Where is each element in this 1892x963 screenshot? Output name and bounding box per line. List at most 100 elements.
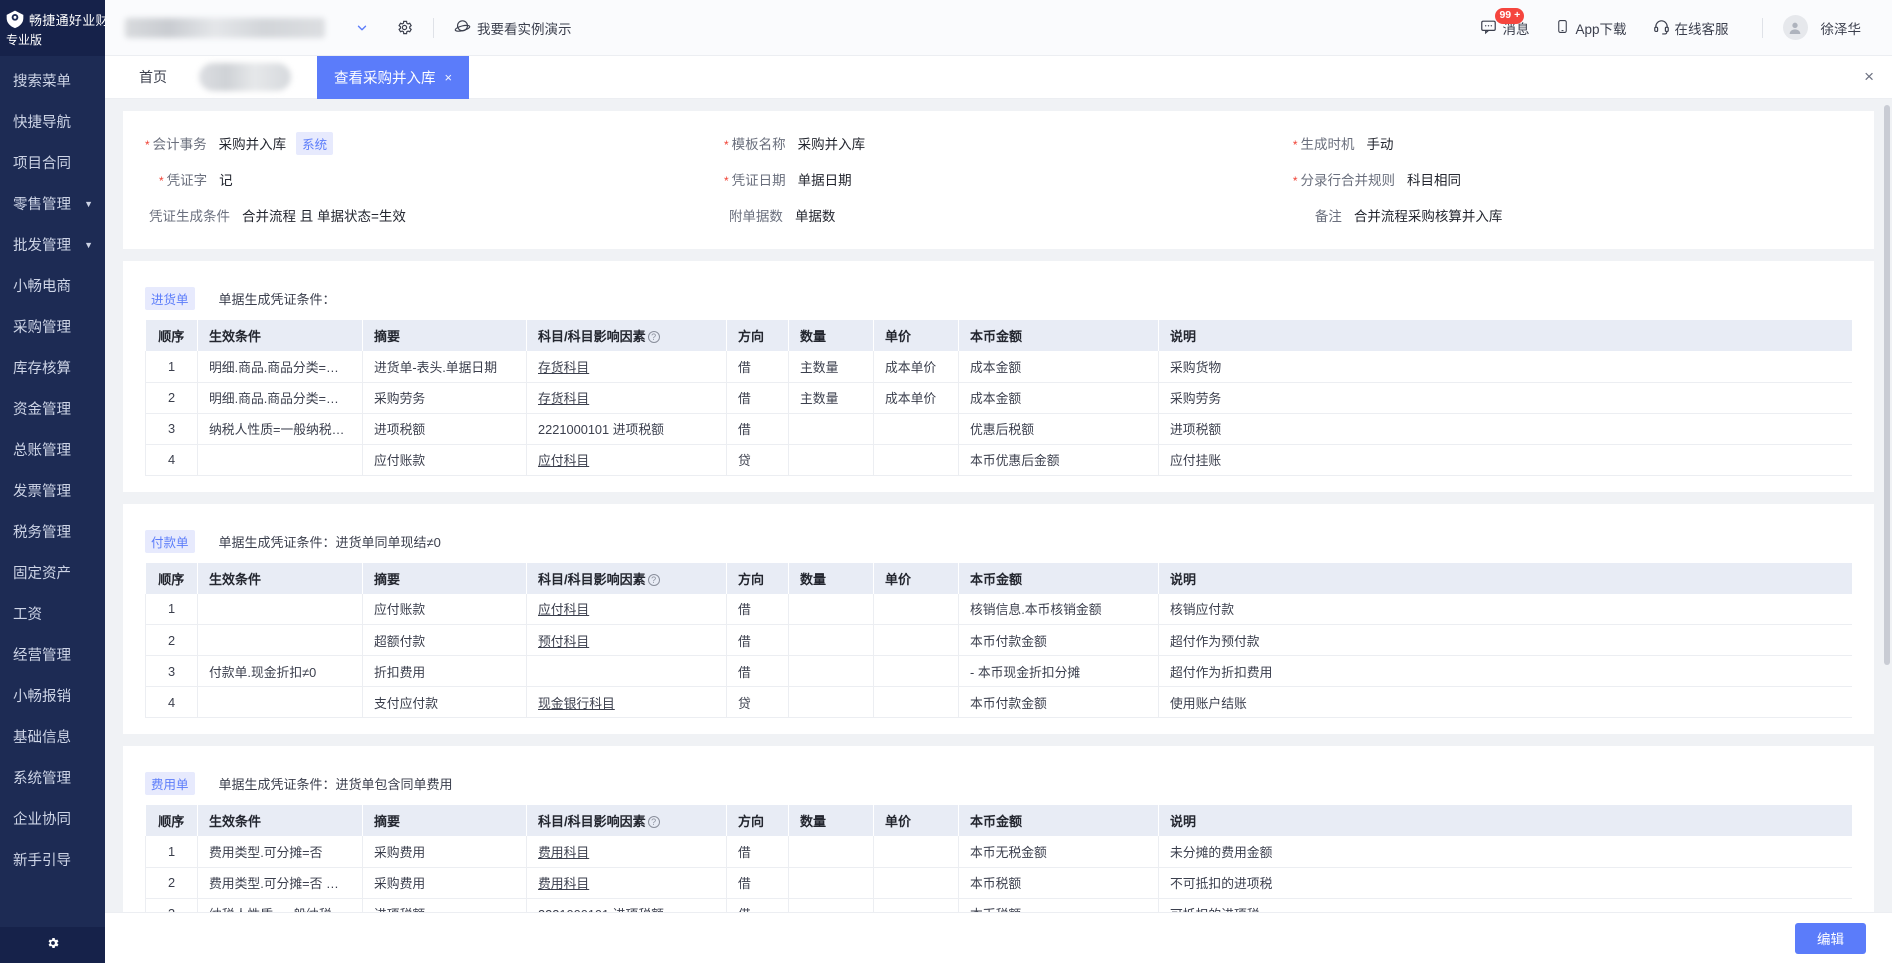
subject-link[interactable]: 应付科目 xyxy=(538,453,590,468)
subject-link[interactable]: 存货科目 xyxy=(538,391,590,406)
cell-summary: 采购劳务 xyxy=(362,382,527,414)
demo-link[interactable]: 我要看实例演示 xyxy=(454,18,572,38)
planet-icon xyxy=(454,18,471,38)
cell-subject[interactable]: 预付科目 xyxy=(526,624,727,656)
cell-seq: 3 xyxy=(145,898,198,912)
cell-seq: 2 xyxy=(145,382,198,414)
table-head-row: 顺序 生效条件 摘要 科目/科目影响因素? 方向 数量 单价 本币金额 说明 xyxy=(145,320,1852,351)
cell-price xyxy=(873,686,959,718)
subject-link[interactable]: 预付科目 xyxy=(538,633,590,649)
field-accounting-affair: * 会计事务 采购并入库 系统 xyxy=(145,131,714,155)
col-subject: 科目/科目影响因素? xyxy=(526,562,727,594)
cell-description: 超付作为折扣费用 xyxy=(1158,655,1852,687)
cell-subject[interactable]: 存货科目 xyxy=(526,351,727,383)
panel-close-icon[interactable]: × xyxy=(1864,67,1874,86)
cell-subject[interactable]: 应付科目 xyxy=(526,444,727,476)
field-remark: 备注 合并流程采购核算并入库 xyxy=(1283,205,1852,225)
cell-subject[interactable]: 应付科目 xyxy=(526,593,727,625)
user-profile[interactable]: 徐泽华 xyxy=(1782,15,1875,40)
cell-summary: 折扣费用 xyxy=(362,655,527,687)
sidebar-item-label: 资金管理 xyxy=(13,402,71,418)
tab-placeholder[interactable] xyxy=(199,63,291,91)
sidebar: 畅捷通好业财 专业版 搜索菜单 快捷导航 项目合同 零售管理 ▼ 批发管理 ▼ 小畅… xyxy=(0,0,105,963)
vertical-scrollbar[interactable] xyxy=(1884,105,1890,665)
help-icon[interactable]: ? xyxy=(647,331,660,343)
edit-button[interactable]: 编辑 xyxy=(1795,922,1866,954)
sidebar-item-basic-info[interactable]: 基础信息 xyxy=(0,716,105,757)
field-label: 凭证字 xyxy=(166,173,208,188)
cell-description: 采购劳务 xyxy=(1158,382,1852,414)
cell-direction: 借 xyxy=(726,382,789,414)
table-tag: 进货单 xyxy=(145,287,195,310)
sidebar-item-fixed-assets[interactable]: 固定资产 xyxy=(0,552,105,593)
subject-link[interactable]: 费用科目 xyxy=(538,876,590,891)
field-value: 单据日期 xyxy=(797,173,852,188)
cell-quantity: 主数量 xyxy=(788,351,874,383)
cell-subject[interactable]: 费用科目 xyxy=(526,867,727,899)
sidebar-item-ledger-mgmt[interactable]: 总账管理 xyxy=(0,429,105,470)
sidebar-item-retail-mgmt[interactable]: 零售管理 ▼ xyxy=(0,183,105,224)
cell-amount: 本币无税金额 xyxy=(958,836,1159,868)
subject-link[interactable]: 现金银行科目 xyxy=(538,695,615,711)
app-download-button[interactable]: App下载 xyxy=(1542,18,1639,38)
required-mark: * xyxy=(723,174,729,188)
app-download-label: App下载 xyxy=(1575,21,1627,37)
col-summary: 摘要 xyxy=(362,562,527,594)
sidebar-item-ecommerce[interactable]: 小畅电商 xyxy=(0,265,105,306)
gear-icon[interactable] xyxy=(46,936,60,955)
sidebar-item-expense-claim[interactable]: 小畅报销 xyxy=(0,675,105,716)
cell-direction: 借 xyxy=(726,867,789,899)
sidebar-item-label: 小畅报销 xyxy=(13,689,71,705)
sidebar-item-salary[interactable]: 工资 xyxy=(0,593,105,634)
cell-seq: 4 xyxy=(145,444,198,476)
table-row: 4 支付应付款 现金银行科目 贷 本币付款金额 使用账户结账 xyxy=(145,686,1852,718)
tab-view-purchase-inbound[interactable]: 查看采购并入库 × xyxy=(317,55,470,99)
subject-link[interactable]: 费用科目 xyxy=(538,844,590,860)
cell-subject[interactable]: 现金银行科目 xyxy=(526,686,727,718)
tab-home[interactable]: 首页 xyxy=(125,67,181,87)
sidebar-item-beginner-guide[interactable]: 新手引导 xyxy=(0,839,105,880)
cell-quantity xyxy=(788,624,874,656)
form-row: 凭证生成条件 合并流程 且 单据状态=生效 附单据数 单据数 备注 合并流程采购… xyxy=(145,197,1852,233)
cell-subject[interactable]: 存货科目 xyxy=(526,382,727,414)
sidebar-item-quick-nav[interactable]: 快捷导航 xyxy=(0,101,105,142)
sidebar-item-project-contract[interactable]: 项目合同 xyxy=(0,142,105,183)
sidebar-item-invoice-mgmt[interactable]: 发票管理 xyxy=(0,470,105,511)
sidebar-menu: 搜索菜单 快捷导航 项目合同 零售管理 ▼ 批发管理 ▼ 小畅电商 采购管理 库存核… xyxy=(0,56,105,927)
close-icon[interactable]: × xyxy=(444,69,453,85)
sidebar-item-label: 经营管理 xyxy=(13,648,71,664)
cell-description: 核销应付款 xyxy=(1158,593,1852,625)
sidebar-item-business-mgmt[interactable]: 经营管理 xyxy=(0,634,105,675)
sidebar-item-inventory-accounting[interactable]: 库存核算 xyxy=(0,347,105,388)
cell-direction: 借 xyxy=(726,624,789,656)
sidebar-item-system-mgmt[interactable]: 系统管理 xyxy=(0,757,105,798)
chevron-down-icon[interactable] xyxy=(355,21,369,35)
online-service-button[interactable]: 在线客服 xyxy=(1640,18,1742,38)
help-icon[interactable]: ? xyxy=(647,573,660,586)
gear-icon[interactable] xyxy=(396,19,413,36)
subject-link[interactable]: 应付科目 xyxy=(538,602,590,618)
sidebar-item-tax-mgmt[interactable]: 税务管理 xyxy=(0,511,105,552)
sidebar-item-purchase-mgmt[interactable]: 采购管理 xyxy=(0,306,105,347)
help-icon[interactable]: ? xyxy=(647,816,660,828)
cell-direction: 借 xyxy=(726,593,789,625)
company-selector[interactable] xyxy=(125,17,325,38)
cell-condition xyxy=(197,686,363,718)
cell-amount: 本币付款金额 xyxy=(958,686,1159,718)
subject-link[interactable]: 存货科目 xyxy=(538,359,590,375)
cell-condition: 费用类型.可分摊=否 xyxy=(197,836,363,868)
cell-quantity xyxy=(788,593,874,625)
sidebar-item-wholesale-mgmt[interactable]: 批发管理 ▼ xyxy=(0,224,105,265)
cell-description: 应付挂账 xyxy=(1158,444,1852,476)
cell-price xyxy=(873,836,959,868)
sidebar-item-enterprise-collab[interactable]: 企业协同 xyxy=(0,798,105,839)
sidebar-item-search-menu[interactable]: 搜索菜单 xyxy=(0,60,105,101)
cell-summary: 支付应付款 xyxy=(362,686,527,718)
sidebar-item-fund-mgmt[interactable]: 资金管理 xyxy=(0,388,105,429)
sidebar-settings-bar[interactable] xyxy=(0,927,105,963)
cell-subject[interactable]: 费用科目 xyxy=(526,836,727,868)
cell-seq: 1 xyxy=(145,351,198,383)
messages-button[interactable]: 消息 99 + xyxy=(1467,7,1542,38)
table-block-purchase-receipt: 进货单 单据生成凭证条件： 顺序 生效条件 摘要 科目/科目影响因素? 方向 数… xyxy=(123,261,1874,492)
